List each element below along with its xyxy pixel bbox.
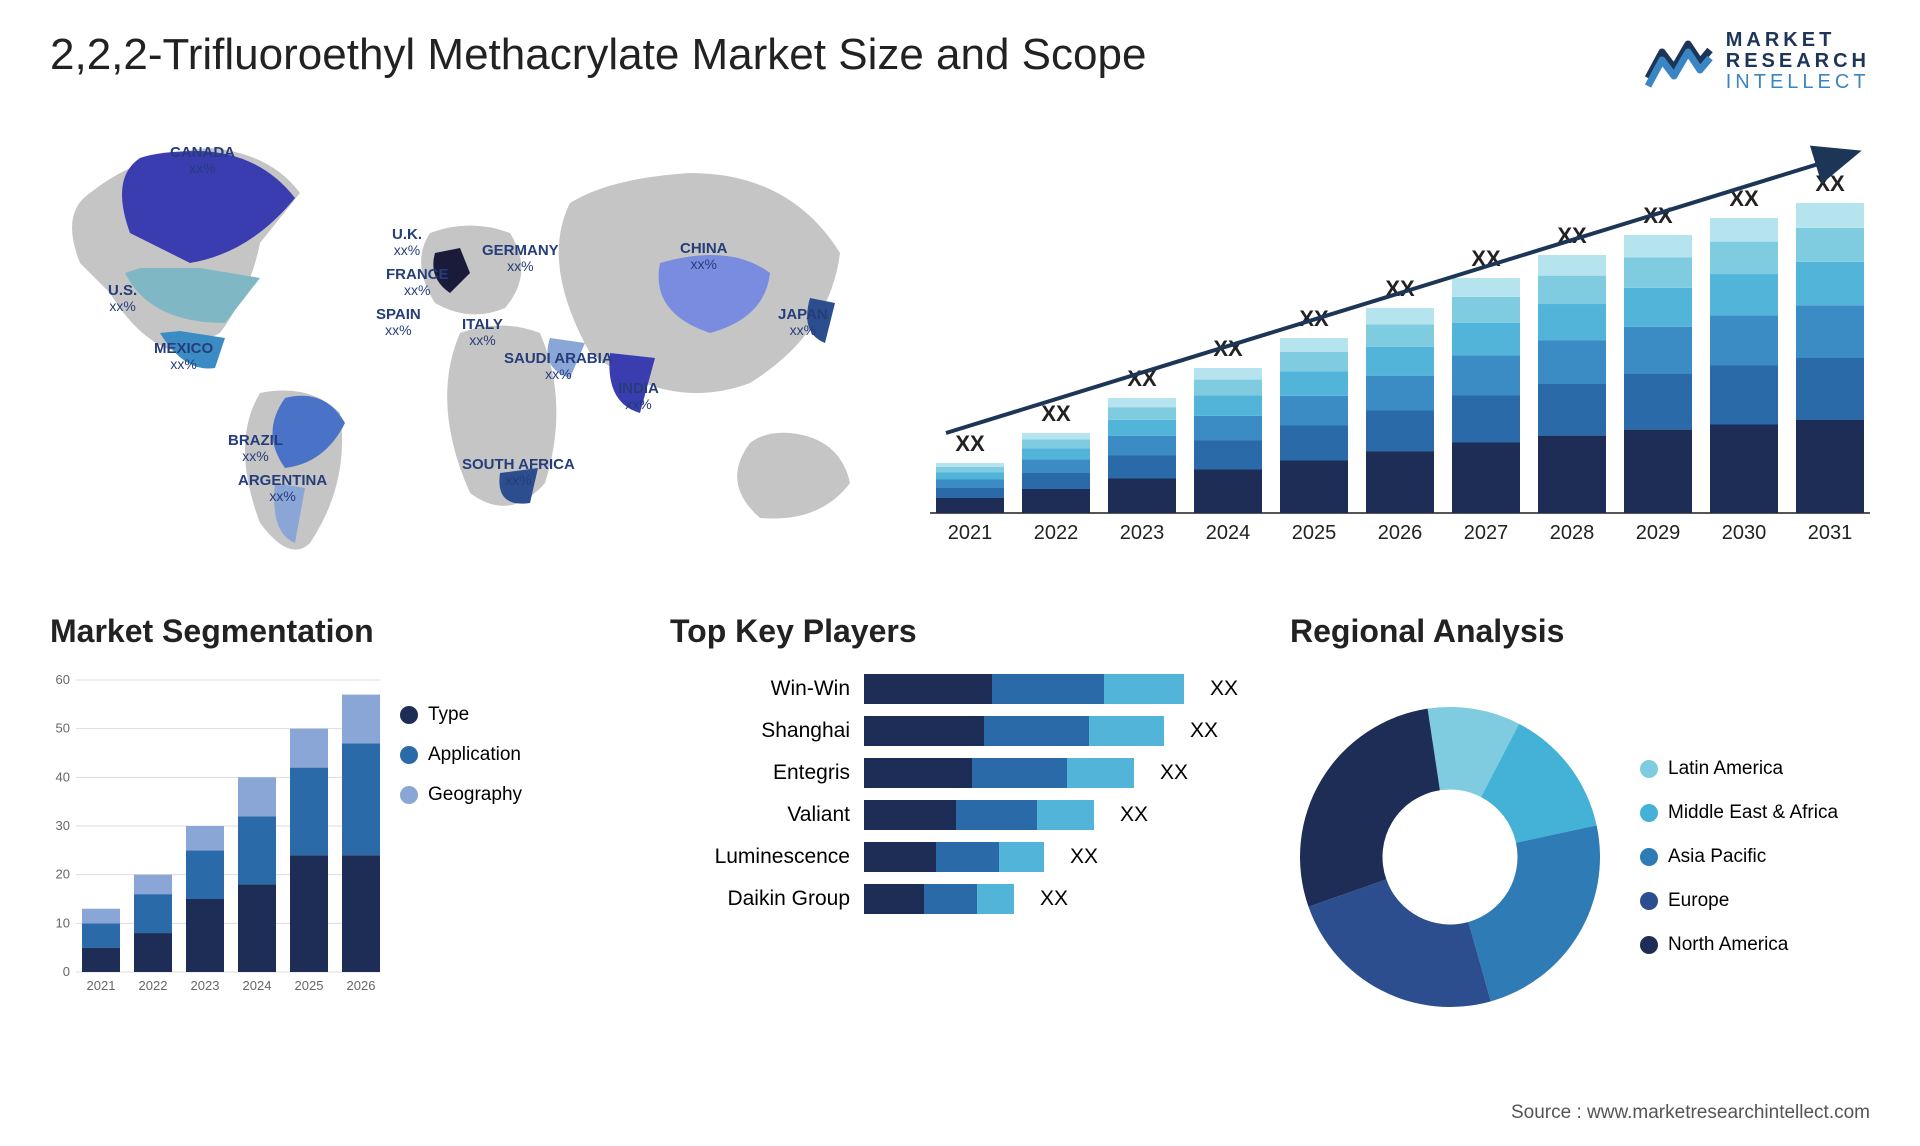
player-value: XX [1210,677,1238,701]
map-label: U.K.xx% [392,227,422,257]
growth-chart-svg: XX2021XX2022XX2023XX2024XX2025XX2026XX20… [930,123,1870,563]
logo-line2: RESEARCH [1726,51,1870,72]
svg-text:2021: 2021 [948,522,993,544]
svg-text:2027: 2027 [1464,522,1509,544]
player-row: Shanghai XX [670,716,1250,746]
player-bar [864,800,1094,830]
map-label: GERMANYxx% [482,243,559,273]
player-name: Luminescence [670,845,850,869]
svg-text:2023: 2023 [191,978,220,993]
svg-text:10: 10 [56,915,70,930]
svg-text:XX: XX [1041,401,1071,426]
regional-donut-svg [1290,697,1610,1017]
regional-donut [1290,697,1610,1017]
player-row: Daikin Group XX [670,884,1250,914]
svg-text:0: 0 [63,964,70,979]
player-name: Valiant [670,803,850,827]
regional-panel: Regional Analysis Latin America Middle Ea… [1290,613,1870,1043]
players-title: Top Key Players [670,613,1250,650]
players-chart: Win-WinXXShanghaiXXEntegrisXXValiantXXLu… [670,670,1250,914]
svg-text:2026: 2026 [347,978,376,993]
growth-chart: XX2021XX2022XX2023XX2024XX2025XX2026XX20… [930,123,1870,563]
player-row: Luminescence XX [670,842,1250,872]
legend-item: Application [400,744,522,766]
map-label: CHINAxx% [680,241,728,271]
player-row: Valiant XX [670,800,1250,830]
segmentation-panel: Market Segmentation 0 10 20 30 40 50 60 2021 202… [50,613,630,1043]
regional-legend: Latin America Middle East & Africa Asia Pa… [1640,758,1838,956]
logo-icon [1644,34,1714,90]
map-label: SOUTH AFRICAxx% [462,457,575,487]
player-value: XX [1160,761,1188,785]
map-label: ARGENTINAxx% [238,473,327,503]
svg-text:2031: 2031 [1808,522,1853,544]
segmentation-title: Market Segmentation [50,613,630,650]
map-label: MEXICOxx% [154,341,213,371]
player-bar [864,842,1044,872]
svg-text:40: 40 [56,769,70,784]
map-label: FRANCExx% [386,267,449,297]
map-label: SAUDI ARABIAxx% [504,351,613,381]
svg-text:2021: 2021 [87,978,116,993]
map-label: BRAZILxx% [228,433,283,463]
player-name: Win-Win [670,677,850,701]
svg-text:50: 50 [56,721,70,736]
svg-text:2026: 2026 [1378,522,1423,544]
player-value: XX [1040,887,1068,911]
legend-item: Europe [1640,890,1838,912]
players-panel: Top Key Players Win-WinXXShanghaiXXEnteg… [670,613,1250,1043]
legend-item: Asia Pacific [1640,846,1838,868]
svg-text:2024: 2024 [1206,522,1251,544]
svg-text:2025: 2025 [295,978,324,993]
player-row: Entegris XX [670,758,1250,788]
svg-text:60: 60 [56,672,70,687]
map-label: INDIAxx% [618,381,659,411]
svg-text:2025: 2025 [1292,522,1337,544]
player-value: XX [1070,845,1098,869]
legend-item: Middle East & Africa [1640,802,1838,824]
svg-text:2029: 2029 [1636,522,1681,544]
segmentation-legend: Type Application Geography [400,670,522,1043]
source-text: Source : www.marketresearchintellect.com [1511,1102,1870,1124]
player-bar [864,716,1164,746]
legend-item: Geography [400,784,522,806]
legend-item: Latin America [1640,758,1838,780]
svg-text:2030: 2030 [1722,522,1767,544]
svg-text:2024: 2024 [243,978,272,993]
svg-text:2022: 2022 [1034,522,1079,544]
logo: MARKET RESEARCH INTELLECT [1644,30,1870,93]
svg-text:XX: XX [955,431,985,456]
logo-line1: MARKET [1726,30,1870,51]
map-label: CANADAxx% [170,145,235,175]
logo-line3: INTELLECT [1726,72,1870,93]
player-name: Daikin Group [670,887,850,911]
svg-text:30: 30 [56,818,70,833]
map-label: U.S.xx% [108,283,137,313]
player-row: Win-Win XX [670,674,1250,704]
svg-text:XX: XX [1815,171,1845,196]
svg-text:2028: 2028 [1550,522,1595,544]
player-name: Entegris [670,761,850,785]
segmentation-chart-svg: 0 10 20 30 40 50 60 2021 2022 2023 2024 2025 2026 [50,670,380,1000]
legend-item: Type [400,704,522,726]
player-bar [864,884,1014,914]
map-label: ITALYxx% [462,317,503,347]
world-map: CANADAxx% U.S.xx% MEXICOxx% BRAZILxx% ARGENT… [50,123,900,563]
legend-item: North America [1640,934,1838,956]
player-bar [864,674,1184,704]
svg-text:2022: 2022 [139,978,168,993]
player-name: Shanghai [670,719,850,743]
page-title: 2,2,2-Trifluoroethyl Methacrylate Market… [50,30,1146,80]
player-bar [864,758,1134,788]
segmentation-chart: 0 10 20 30 40 50 60 2021 2022 2023 2024 2025 2026 [50,670,380,1043]
player-value: XX [1190,719,1218,743]
map-label: JAPANxx% [778,307,828,337]
svg-text:2023: 2023 [1120,522,1165,544]
regional-title: Regional Analysis [1290,613,1870,650]
map-label: SPAINxx% [376,307,421,337]
player-value: XX [1120,803,1148,827]
svg-text:20: 20 [56,867,70,882]
